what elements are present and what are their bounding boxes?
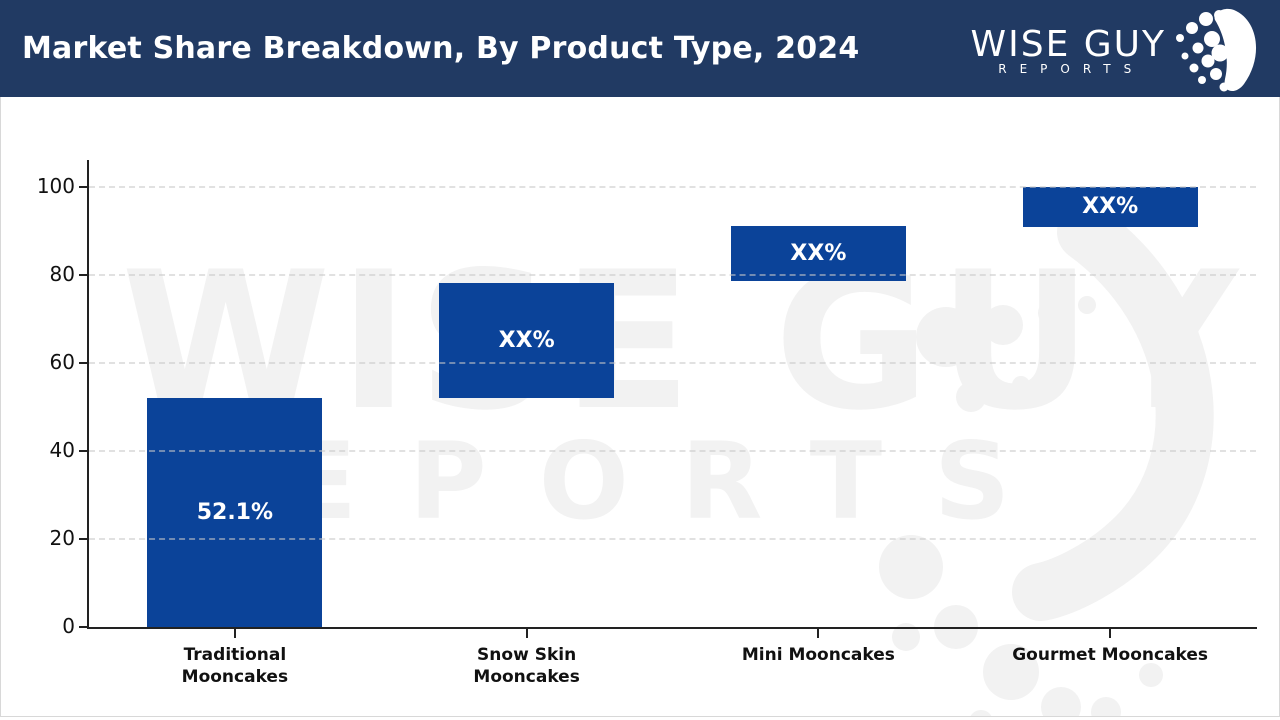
- bar-gourmet-mooncakes: XX%: [1022, 187, 1198, 227]
- chart-title: Market Share Breakdown, By Product Type,…: [22, 31, 860, 66]
- y-tick-label-0: 0: [62, 614, 75, 639]
- x-tick-traditional-mooncakes: [233, 629, 236, 638]
- y-axis: [87, 160, 89, 629]
- y-tick-40: [79, 450, 88, 452]
- x-tick-mini-mooncakes: [817, 629, 820, 638]
- y-tick-label-20: 20: [49, 526, 75, 551]
- bar-value-label-gourmet-mooncakes: XX%: [1082, 194, 1139, 220]
- plot-area: 0 20 40 60 80 100 52.1% Traditional Mooncakes XX%…: [37, 160, 1257, 687]
- category-label-mini-mooncakes: Mini Mooncakes: [741, 645, 895, 665]
- logo-text-wise-guy: WISE GUY: [970, 23, 1166, 65]
- category-label-traditional-mooncakes: Traditional Mooncakes: [181, 645, 289, 688]
- y-tick-80: [79, 274, 88, 276]
- y-tick-0: [79, 626, 88, 628]
- bar-mini-mooncakes: XX%: [730, 226, 906, 282]
- bar-value-label-traditional-mooncakes: 52.1%: [196, 499, 274, 525]
- logo-face-icon: [1176, 8, 1257, 92]
- logo-text-reports: REPORTS: [998, 62, 1145, 77]
- bar-snow-skin-mooncakes: XX%: [439, 282, 615, 398]
- gridline-40: [89, 450, 1256, 452]
- y-tick-60: [79, 362, 88, 364]
- gridline-20: [89, 538, 1256, 540]
- x-axis: [87, 627, 1257, 629]
- wiseguy-logo: WISE GUY REPORTS: [971, 8, 1263, 94]
- category-label-snow-skin-mooncakes: Snow Skin Mooncakes: [473, 645, 580, 688]
- logo-wordmark: WISE GUY REPORTS: [970, 23, 1167, 77]
- gridline-60: [89, 362, 1256, 364]
- category-label-gourmet-mooncakes: Gourmet Mooncakes: [1012, 645, 1209, 665]
- y-tick-label-40: 40: [49, 438, 75, 463]
- chart-canvas: WISE GUY REPORTS 0 20 40 60 80 100 52.1% Tradit…: [0, 97, 1280, 717]
- bar-traditional-mooncakes: 52.1%: [147, 397, 323, 627]
- y-tick-label-100: 100: [36, 174, 75, 199]
- y-tick-100: [79, 186, 88, 188]
- bar-value-label-mini-mooncakes: XX%: [790, 241, 847, 267]
- bar-value-label-snow-skin-mooncakes: XX%: [498, 327, 555, 353]
- x-tick-gourmet-mooncakes: [1109, 629, 1112, 638]
- x-tick-snow-skin-mooncakes: [525, 629, 528, 638]
- gridline-100: [89, 186, 1256, 188]
- gridline-80: [89, 274, 1256, 276]
- y-tick-20: [79, 538, 88, 540]
- y-tick-label-60: 60: [49, 350, 75, 375]
- header: Market Share Breakdown, By Product Type,…: [0, 0, 1280, 97]
- y-tick-label-80: 80: [49, 262, 75, 287]
